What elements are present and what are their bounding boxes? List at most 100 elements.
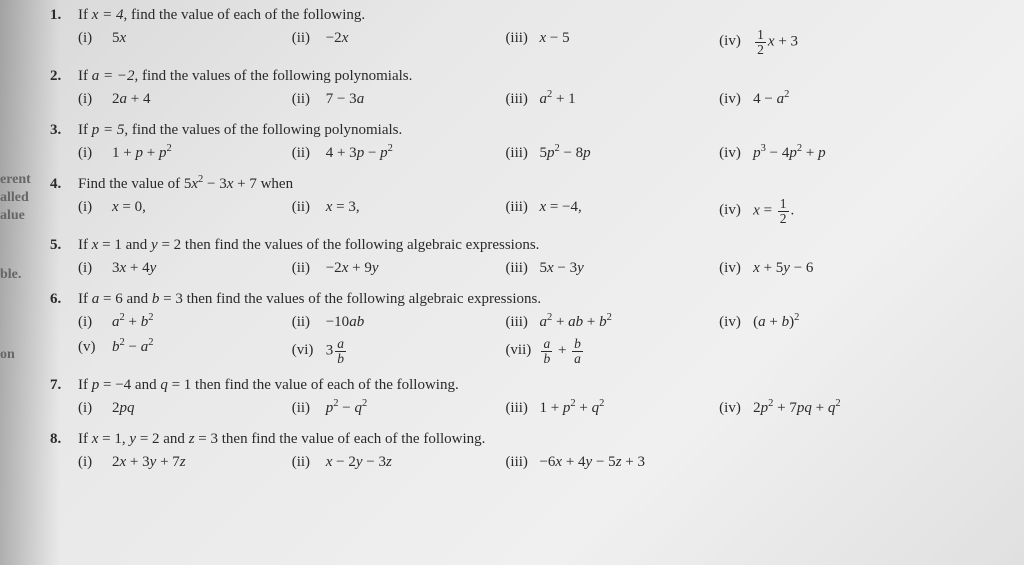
part-value: 3ab <box>326 337 348 365</box>
question-text: If x = 4, find the value of each of the … <box>78 5 1004 26</box>
part-label: (i) <box>78 312 106 333</box>
margin-text-2: alled <box>0 188 29 208</box>
part-label: (ii) <box>292 258 320 279</box>
question-number: 4. <box>50 174 78 195</box>
question-part: (iv)4 − a2 <box>719 89 923 110</box>
part-label: (iv) <box>719 398 747 419</box>
question-2: 2.If a = −2, find the values of the foll… <box>50 66 1004 114</box>
question-stem: 6.If a = 6 and b = 3 then find the value… <box>50 289 1004 310</box>
part-label: (iii) <box>505 197 533 218</box>
part-value: −2x <box>326 28 349 49</box>
question-part: (iii)x − 5 <box>505 28 709 56</box>
question-part: (i) 2pq <box>78 398 282 419</box>
question-part: (i)2x + 3y + 7z <box>78 452 282 473</box>
part-label: (iv) <box>719 143 747 164</box>
question-part: (vii) ab + ba <box>505 337 709 365</box>
part-value: a2 + ab + b2 <box>539 312 611 333</box>
question-text: Find the value of 5x2 − 3x + 7 when <box>78 174 1004 195</box>
question-part: (i)a2 + b2 <box>78 312 282 333</box>
part-label: (iii) <box>505 398 533 419</box>
part-value: 2p2 + 7pq + q2 <box>753 398 840 419</box>
question-part: (iv) p3 − 4p2 + p <box>719 143 923 164</box>
question-parts: (i) 2pq (ii)p2 − q2 (iii) 1 + p2 + q2 (iv) 2p2… <box>50 398 1004 423</box>
part-label: (iii) <box>505 28 533 49</box>
question-part: (iii)5x − 3y <box>505 258 709 279</box>
part-label: (vi) <box>292 340 320 361</box>
question-3: 3.If p = 5, find the values of the follo… <box>50 120 1004 168</box>
question-number: 7. <box>50 375 78 396</box>
part-label: (i) <box>78 452 106 473</box>
question-6: 6.If a = 6 and b = 3 then find the value… <box>50 289 1004 369</box>
part-value: 1 + p + p2 <box>112 143 172 164</box>
question-5: 5.If x = 1 and y = 2 then find the value… <box>50 235 1004 283</box>
part-label: (i) <box>78 28 106 49</box>
part-value: x − 2y − 3z <box>326 452 392 473</box>
question-parts: (i)3x + 4y (ii)−2x + 9y (iii)5x − 3y (iv) x … <box>50 258 1004 283</box>
question-stem: 3.If p = 5, find the values of the follo… <box>50 120 1004 141</box>
question-part: (iv) x + 5y − 6 <box>719 258 923 279</box>
question-number: 3. <box>50 120 78 141</box>
question-stem: 7.If p = −4 and q = 1 then find the valu… <box>50 375 1004 396</box>
question-part: (iv)x = 12. <box>719 197 923 225</box>
question-1: 1.If x = 4, find the value of each of th… <box>50 5 1004 60</box>
question-part: (i)3x + 4y <box>78 258 282 279</box>
part-value: 4 + 3p − p2 <box>326 143 393 164</box>
question-part: (ii) 4 + 3p − p2 <box>292 143 496 164</box>
part-label: (ii) <box>292 143 320 164</box>
part-value: 2a + 4 <box>112 89 150 110</box>
question-number: 1. <box>50 5 78 26</box>
margin-text-3: alue <box>0 206 25 226</box>
question-parts: (i)5x(ii)−2x(iii)x − 5(iv)12x + 3 <box>50 28 1004 60</box>
question-number: 8. <box>50 429 78 450</box>
question-part: (iii) −6x + 4y − 5z + 3 <box>505 452 709 473</box>
question-part: (iv)12x + 3 <box>719 28 923 56</box>
questions-container: 1.If x = 4, find the value of each of th… <box>50 5 1004 477</box>
question-4: 4.Find the value of 5x2 − 3x + 7 when(i)… <box>50 174 1004 229</box>
question-part: (i) 2a + 4 <box>78 89 282 110</box>
question-text: If a = −2, find the values of the follow… <box>78 66 1004 87</box>
question-text: If x = 1, y = 2 and z = 3 then find the … <box>78 429 1004 450</box>
part-label: (ii) <box>292 197 320 218</box>
question-number: 2. <box>50 66 78 87</box>
part-value: 4 − a2 <box>753 89 789 110</box>
part-label: (i) <box>78 197 106 218</box>
margin-text-5: on <box>0 345 15 365</box>
part-value: x + 5y − 6 <box>753 258 813 279</box>
part-label: (iii) <box>505 452 533 473</box>
question-stem: 4.Find the value of 5x2 − 3x + 7 when <box>50 174 1004 195</box>
question-part: (iii)a2 + 1 <box>505 89 709 110</box>
question-part: (ii)7 − 3a <box>292 89 496 110</box>
question-part: (iv) 2p2 + 7pq + q2 <box>719 398 923 419</box>
margin-text-1: erent <box>0 170 31 190</box>
part-label: (i) <box>78 258 106 279</box>
question-number: 5. <box>50 235 78 256</box>
part-label: (iv) <box>719 312 747 333</box>
part-label: (v) <box>78 337 106 358</box>
part-value: 5x − 3y <box>539 258 583 279</box>
part-label: (iii) <box>505 312 533 333</box>
question-stem: 1.If x = 4, find the value of each of th… <box>50 5 1004 26</box>
part-label: (i) <box>78 89 106 110</box>
part-label: (iv) <box>719 258 747 279</box>
part-value: 12x + 3 <box>753 28 798 56</box>
part-value: −6x + 4y − 5z + 3 <box>539 452 645 473</box>
question-part: (ii)p2 − q2 <box>292 398 496 419</box>
part-value: ab + ba <box>539 337 584 365</box>
part-value: 1 + p2 + q2 <box>539 398 604 419</box>
question-number: 6. <box>50 289 78 310</box>
question-text: If a = 6 and b = 3 then find the values … <box>78 289 1004 310</box>
question-part: (v)b2 − a2 <box>78 337 282 365</box>
part-label: (i) <box>78 143 106 164</box>
part-value: p3 − 4p2 + p <box>753 143 825 164</box>
part-value: x = 0, <box>112 197 146 218</box>
part-value: x = −4, <box>539 197 581 218</box>
question-parts: (i) 2a + 4 (ii)7 − 3a (iii)a2 + 1 (iv)4 − a2 <box>50 89 1004 114</box>
question-part: (ii)−2x + 9y <box>292 258 496 279</box>
part-value: −10ab <box>326 312 364 333</box>
part-value: a2 + 1 <box>539 89 575 110</box>
part-value: (a + b)2 <box>753 312 799 333</box>
question-stem: 8.If x = 1, y = 2 and z = 3 then find th… <box>50 429 1004 450</box>
part-label: (i) <box>78 398 106 419</box>
part-value: 2pq <box>112 398 135 419</box>
part-label: (vii) <box>505 340 533 361</box>
